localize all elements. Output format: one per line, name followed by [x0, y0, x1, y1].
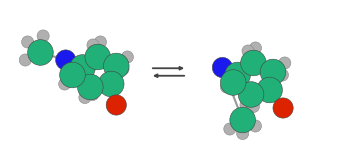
Ellipse shape: [247, 100, 259, 112]
Ellipse shape: [212, 57, 233, 78]
Ellipse shape: [238, 82, 264, 107]
Ellipse shape: [81, 70, 93, 83]
Ellipse shape: [220, 70, 246, 95]
Ellipse shape: [230, 107, 255, 133]
Ellipse shape: [249, 120, 262, 132]
Ellipse shape: [273, 98, 293, 118]
Ellipse shape: [237, 128, 249, 140]
Ellipse shape: [233, 78, 245, 90]
Ellipse shape: [279, 57, 291, 69]
Ellipse shape: [106, 95, 126, 115]
Ellipse shape: [87, 39, 99, 51]
Ellipse shape: [242, 45, 254, 57]
Ellipse shape: [257, 77, 282, 103]
Ellipse shape: [60, 62, 85, 88]
Ellipse shape: [56, 50, 76, 70]
Ellipse shape: [22, 36, 34, 48]
Ellipse shape: [59, 78, 71, 90]
Ellipse shape: [222, 69, 235, 81]
Ellipse shape: [220, 81, 233, 93]
Ellipse shape: [98, 71, 124, 97]
Ellipse shape: [117, 63, 129, 75]
Ellipse shape: [240, 99, 252, 111]
Ellipse shape: [241, 50, 266, 76]
Ellipse shape: [226, 78, 239, 90]
Ellipse shape: [85, 44, 111, 70]
Ellipse shape: [276, 69, 288, 81]
Ellipse shape: [121, 51, 133, 63]
Ellipse shape: [103, 53, 129, 79]
Ellipse shape: [70, 55, 95, 80]
Ellipse shape: [37, 30, 49, 42]
Ellipse shape: [78, 74, 103, 100]
Ellipse shape: [249, 42, 262, 54]
Ellipse shape: [19, 54, 31, 66]
Ellipse shape: [28, 40, 53, 65]
Ellipse shape: [79, 92, 91, 104]
Ellipse shape: [87, 88, 99, 101]
Ellipse shape: [71, 74, 84, 86]
Ellipse shape: [63, 66, 75, 78]
Ellipse shape: [224, 123, 236, 135]
Ellipse shape: [225, 62, 250, 88]
Ellipse shape: [94, 36, 106, 48]
Ellipse shape: [260, 59, 286, 85]
